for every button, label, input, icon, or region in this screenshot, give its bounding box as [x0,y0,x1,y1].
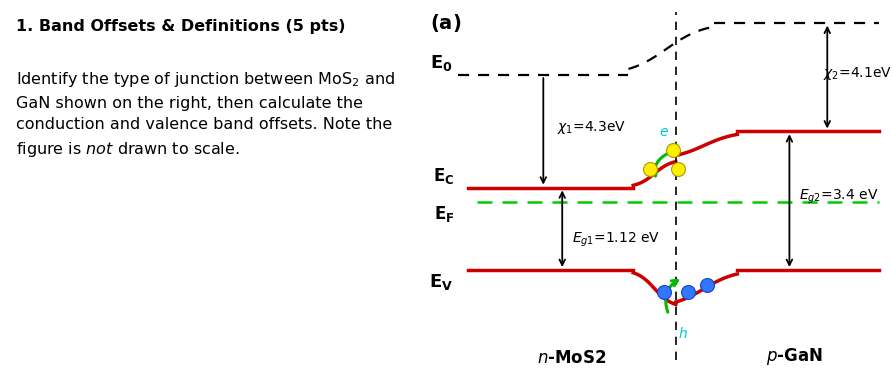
Text: $E_{g2}$=3.4 eV: $E_{g2}$=3.4 eV [799,188,879,206]
Text: $\mathbf{E_V}$: $\mathbf{E_V}$ [430,272,454,292]
Text: $\mathbf{E_0}$: $\mathbf{E_0}$ [430,53,453,73]
Text: $\chi_2$=4.1eV: $\chi_2$=4.1eV [822,65,891,82]
Text: $e$: $e$ [659,125,669,139]
Text: $\mathbf{E_C}$: $\mathbf{E_C}$ [433,166,455,186]
Text: $\it{n}$-MoS2: $\it{n}$-MoS2 [537,349,606,367]
Text: $\chi_1$=4.3eV: $\chi_1$=4.3eV [557,119,627,136]
Text: $\mathbf{(a)}$: $\mathbf{(a)}$ [430,12,461,34]
Text: Identify the type of junction between MoS$_2$ and
GaN shown on the right, then c: Identify the type of junction between Mo… [16,70,396,159]
Text: 1. Band Offsets & Definitions (5 pts): 1. Band Offsets & Definitions (5 pts) [16,20,346,34]
Text: $h$: $h$ [678,326,688,341]
Text: $\it{p}$-GaN: $\it{p}$-GaN [766,346,822,367]
Text: $E_{g1}$=1.12 eV: $E_{g1}$=1.12 eV [572,231,660,249]
Text: $\mathbf{E_F}$: $\mathbf{E_F}$ [434,204,455,224]
